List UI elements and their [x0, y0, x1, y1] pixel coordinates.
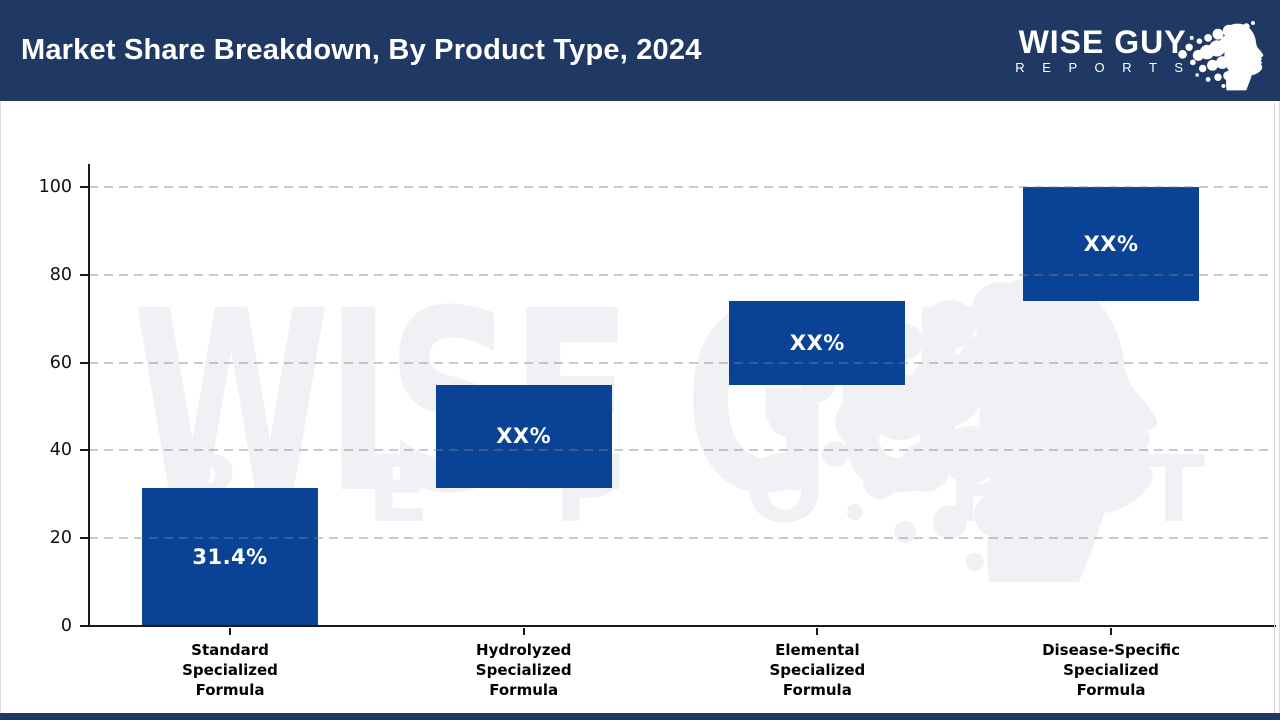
- header-bar: Market Share Breakdown, By Product Type,…: [0, 0, 1280, 101]
- footer-bar: [0, 713, 1280, 720]
- x-category-label-2: Hydrolyzed Specialized Formula: [377, 640, 671, 700]
- x-tick-mark: [229, 628, 232, 635]
- y-axis-spine: [88, 164, 90, 627]
- x-category-label-line: Specialized: [475, 661, 572, 679]
- x-category-label-line: Formula: [782, 681, 852, 699]
- waterfall-bar-4: XX%: [1023, 187, 1200, 302]
- gridline-y40: [89, 449, 1274, 452]
- x-category-label-line: Elemental: [775, 641, 860, 659]
- x-category-label-line: Formula: [1076, 681, 1146, 699]
- y-tick-mark: [80, 625, 89, 627]
- waterfall-bar-3: XX%: [729, 301, 906, 385]
- y-tick-mark: [80, 537, 89, 540]
- bar-value-label: 31.4%: [192, 545, 268, 570]
- y-tick-label: 0: [60, 616, 72, 636]
- y-tick-mark: [80, 449, 89, 452]
- y-tick-label: 20: [49, 528, 72, 549]
- waterfall-bar-2: XX%: [435, 384, 612, 489]
- x-category-label-line: Specialized: [769, 661, 866, 679]
- wiseguy-logo-brand: WISE GUY: [1018, 23, 1187, 60]
- bar-value-label: XX%: [789, 330, 845, 355]
- wiseguy-logo-text: WISE GUY R E P O R T S: [1015, 23, 1190, 75]
- x-category-label-3: Elemental Specialized Formula: [670, 640, 964, 700]
- x-axis-spine: [88, 625, 1276, 627]
- wiseguy-logo-head-icon: [1178, 20, 1264, 90]
- y-tick-mark: [80, 186, 89, 188]
- x-tick-mark: [816, 628, 819, 635]
- x-tick-mark: [522, 628, 525, 635]
- waterfall-bar-1: 31.4%: [142, 488, 319, 626]
- x-category-label-1: Standard Specialized Formula: [83, 640, 377, 700]
- y-tick-mark: [80, 273, 89, 276]
- x-category-label-line: Standard: [191, 641, 269, 659]
- x-tick-mark: [1110, 628, 1113, 635]
- x-category-label-line: Specialized: [182, 661, 278, 679]
- bar-value-label: XX%: [1083, 232, 1139, 257]
- y-tick-mark: [80, 361, 89, 364]
- y-tick-label: 100: [38, 177, 72, 197]
- x-category-label-line: Specialized: [1063, 661, 1159, 679]
- gridline-y60: [89, 361, 1274, 364]
- y-tick-label: 80: [49, 264, 72, 285]
- x-category-label-4: Disease-Specific Specialized Formula: [964, 640, 1258, 700]
- x-category-label-line: Disease-Specific: [1042, 641, 1180, 659]
- x-category-label-line: Hydrolyzed: [476, 641, 572, 659]
- right-spine: [1274, 103, 1275, 713]
- x-category-label-line: Formula: [195, 681, 265, 699]
- bar-value-label: XX%: [496, 424, 552, 449]
- y-tick-label: 60: [49, 352, 72, 373]
- gridline-y100: [89, 186, 1274, 188]
- x-category-label-line: Formula: [489, 681, 559, 699]
- gridline-y80: [89, 273, 1274, 276]
- wiseguy-logo-tagline: R E P O R T S: [1015, 59, 1190, 75]
- wiseguy-logo: WISE GUY R E P O R T S: [1015, 11, 1280, 91]
- y-tick-label: 40: [49, 440, 72, 461]
- chart-title: Market Share Breakdown, By Product Type,…: [21, 34, 702, 66]
- gridline-y20: [89, 537, 1274, 540]
